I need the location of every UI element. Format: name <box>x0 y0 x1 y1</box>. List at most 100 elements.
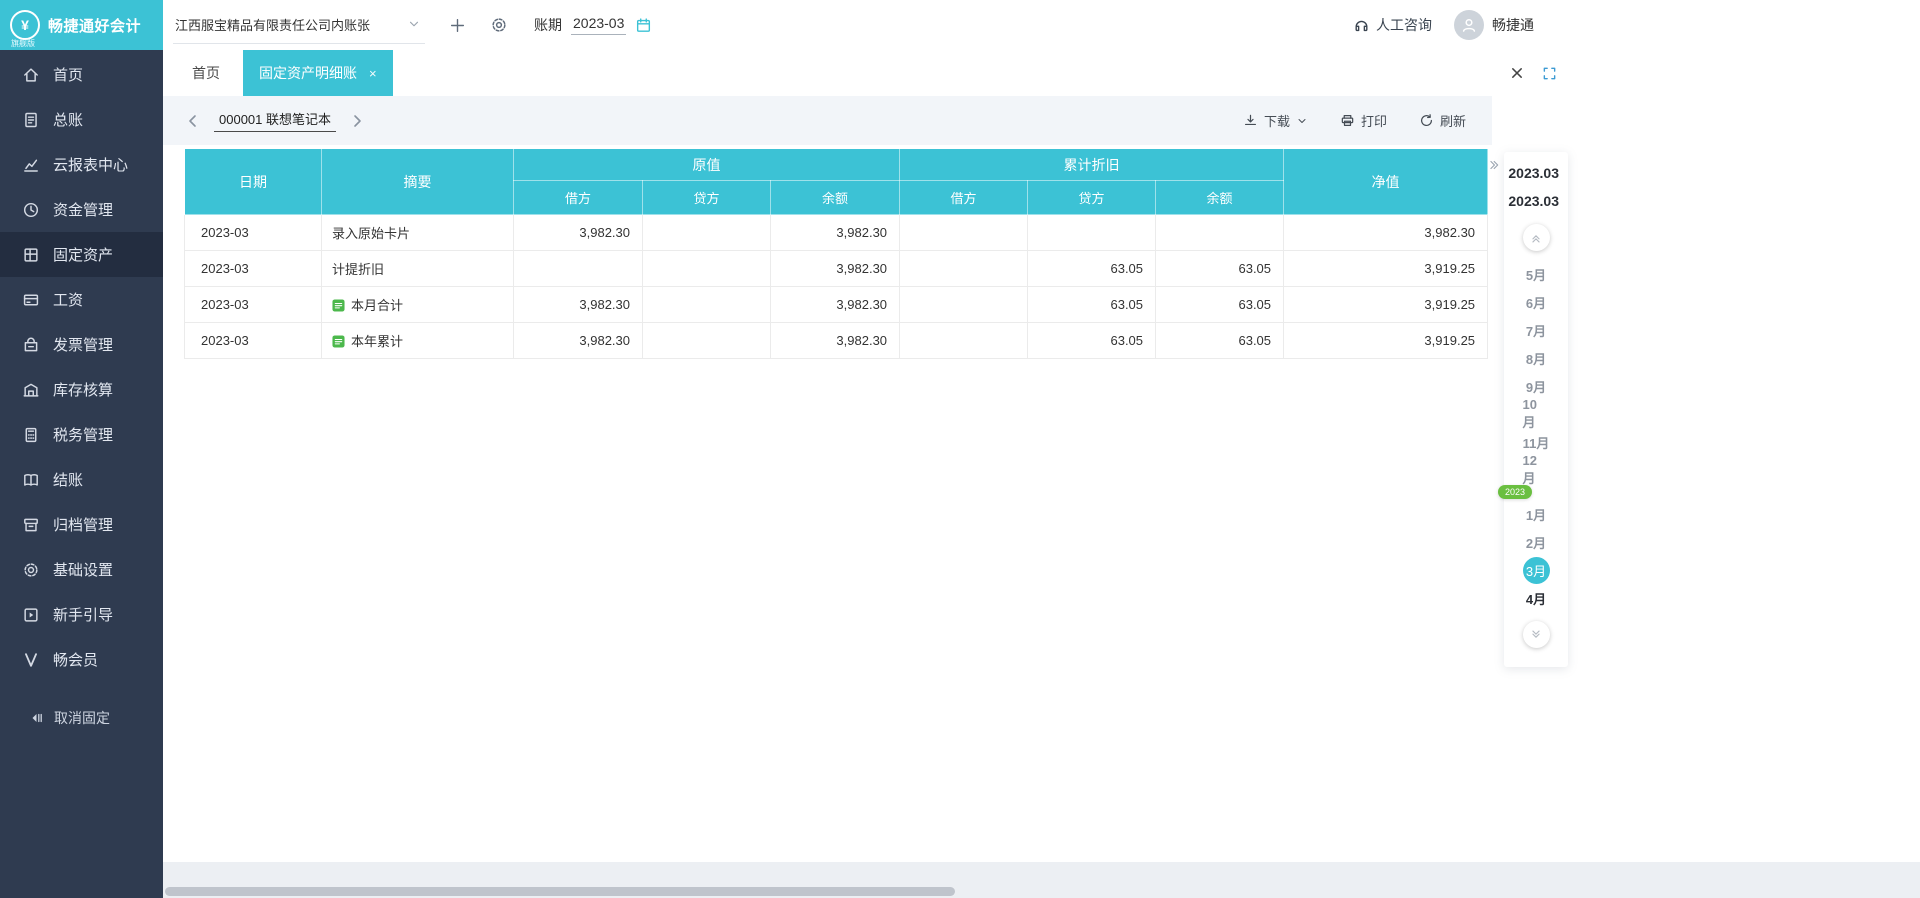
month-item[interactable]: 1月 <box>1525 507 1547 523</box>
cell-ov-balance: 3,982.30 <box>769 250 901 287</box>
collapse-month-panel-icon[interactable] <box>1487 158 1501 172</box>
sidebar-item-archive-management[interactable]: 归档管理 <box>0 502 163 547</box>
sidebar-item-closing[interactable]: 结账 <box>0 457 163 502</box>
download-label: 下载 <box>1263 114 1290 129</box>
cell-ov-credit <box>642 322 771 359</box>
member-icon <box>22 651 40 669</box>
download-button[interactable]: 下载 <box>1243 111 1308 130</box>
home-icon <box>22 66 40 84</box>
sidebar-item-cloud-reports[interactable]: 云报表中心 <box>0 142 163 187</box>
sidebar-item-member[interactable]: 畅会员 <box>0 637 163 682</box>
salary-icon <box>22 291 40 309</box>
topbar: 江西服宝精品有限责任公司内账张 账期 2023-03 人工咨询 畅捷通 <box>163 0 1920 50</box>
cell-ov-debit: 3,982.30 <box>513 286 643 323</box>
company-name: 江西服宝精品有限责任公司内账张 <box>175 17 371 33</box>
chevron-down-icon <box>1296 115 1308 127</box>
column-header-debit: 借方 <box>899 180 1029 215</box>
sidebar-item-label: 发票管理 <box>53 337 114 354</box>
settings-gear-icon[interactable] <box>490 16 508 34</box>
tab-close-icon[interactable]: × <box>369 65 377 81</box>
refresh-label: 刷新 <box>1439 114 1466 129</box>
logo-subtitle: 旗舰版 <box>11 39 35 48</box>
print-button[interactable]: 打印 <box>1340 111 1387 130</box>
tax-icon <box>22 426 40 444</box>
sidebar-item-home[interactable]: 首页 <box>0 52 163 97</box>
month-item[interactable]: 6月 <box>1525 295 1547 311</box>
scroll-months-up-button[interactable] <box>1522 224 1550 251</box>
unpin-label: 取消固定 <box>54 710 110 726</box>
column-header-date: 日期 <box>184 148 322 215</box>
tab-home[interactable]: 首页 <box>169 50 243 96</box>
support-label: 人工咨询 <box>1376 17 1432 33</box>
chevron-down-icon <box>407 17 421 31</box>
unpin-sidebar-button[interactable]: 取消固定 <box>0 708 163 728</box>
month-item[interactable]: 5月 <box>1525 267 1547 283</box>
cell-ad-debit <box>899 286 1029 323</box>
prev-asset-icon[interactable] <box>185 113 201 129</box>
sidebar-item-label: 基础设置 <box>53 562 114 579</box>
calendar-icon[interactable] <box>635 17 652 34</box>
user-avatar[interactable] <box>1454 10 1484 40</box>
cell-date: 2023-03 <box>184 322 322 359</box>
period-value[interactable]: 2023-03 <box>571 15 627 35</box>
add-account-set-button[interactable] <box>449 17 466 34</box>
cell-ov-balance: 3,982.30 <box>769 214 901 251</box>
month-item[interactable]: 10月 <box>1522 397 1537 430</box>
column-header-debit: 借方 <box>513 180 643 215</box>
logo-icon: ¥ <box>10 10 40 40</box>
horizontal-scrollbar[interactable] <box>165 887 955 896</box>
sidebar-item-fund-management[interactable]: 资金管理 <box>0 187 163 232</box>
summary-tag-icon <box>332 334 345 351</box>
period-display-primary[interactable]: 2023.03 <box>1508 165 1559 181</box>
cell-ov-debit <box>513 250 643 287</box>
cell-ov-credit <box>642 214 771 251</box>
month-item[interactable]: 11月 <box>1522 435 1550 451</box>
tab-label: 首页 <box>192 65 220 81</box>
refresh-button[interactable]: 刷新 <box>1419 111 1466 130</box>
cell-ad-debit <box>899 250 1029 287</box>
app-logo: ¥ 畅捷通好会计 旗舰版 <box>0 0 163 50</box>
month-item[interactable]: 8月 <box>1525 351 1547 367</box>
download-icon <box>1243 113 1258 128</box>
refresh-icon <box>1419 113 1434 128</box>
sidebar-item-invoice-management[interactable]: 发票管理 <box>0 322 163 367</box>
month-item[interactable]: 12月 <box>1522 453 1537 486</box>
period-display-secondary[interactable]: 2023.03 <box>1508 193 1559 209</box>
period-label: 账期 <box>534 17 562 33</box>
support-button[interactable]: 人工咨询 <box>1353 15 1432 35</box>
cell-summary: 计提折旧 <box>321 250 514 287</box>
ledger-icon <box>22 111 40 129</box>
sidebar-item-basic-settings[interactable]: 基础设置 <box>0 547 163 592</box>
sidebar-item-salary[interactable]: 工资 <box>0 277 163 322</box>
settings-gear-icon <box>22 561 40 579</box>
cell-ad-balance <box>1155 214 1285 251</box>
sidebar-item-inventory-accounting[interactable]: 库存核算 <box>0 367 163 412</box>
tab-fixed-asset-ledger[interactable]: 固定资产明细账 × <box>243 50 393 96</box>
sidebar-item-label: 固定资产 <box>53 247 114 264</box>
month-item[interactable]: 7月 <box>1525 323 1547 339</box>
sidebar-item-label: 归档管理 <box>53 517 114 534</box>
cell-ov-balance: 3,982.30 <box>769 322 901 359</box>
sidebar-item-beginner-guide[interactable]: 新手引导 <box>0 592 163 637</box>
company-selector[interactable]: 江西服宝精品有限责任公司内账张 <box>173 13 425 44</box>
next-asset-icon[interactable] <box>349 113 365 129</box>
column-header-summary: 摘要 <box>321 148 514 215</box>
table-row: 2023-03 计提折旧 3,982.30 63.05 63.05 3,919.… <box>184 250 1489 287</box>
sidebar-item-tax-management[interactable]: 税务管理 <box>0 412 163 457</box>
fullscreen-icon[interactable] <box>1542 66 1557 81</box>
toolbar-actions: 下载 打印 刷新 <box>1243 111 1466 130</box>
sidebar-item-general-ledger[interactable]: 总账 <box>0 97 163 142</box>
month-item[interactable]: 9月 <box>1525 379 1547 395</box>
scroll-months-down-button[interactable] <box>1522 621 1550 648</box>
month-item[interactable]: 2月 <box>1525 535 1547 551</box>
sidebar-item-label: 工资 <box>53 292 84 309</box>
username[interactable]: 畅捷通 <box>1492 17 1534 33</box>
current-asset-label[interactable]: 000001 联想笔记本 <box>214 109 336 132</box>
close-icon[interactable] <box>1509 65 1525 81</box>
cell-ad-balance: 63.05 <box>1155 286 1285 323</box>
year-badge: 2023 <box>1498 485 1533 499</box>
month-item[interactable]: 4月 <box>1525 591 1547 607</box>
sidebar-item-label: 总账 <box>53 112 84 129</box>
sidebar-item-fixed-assets[interactable]: 固定资产 <box>0 232 163 277</box>
month-item-selected[interactable]: 3月 <box>1504 556 1568 584</box>
